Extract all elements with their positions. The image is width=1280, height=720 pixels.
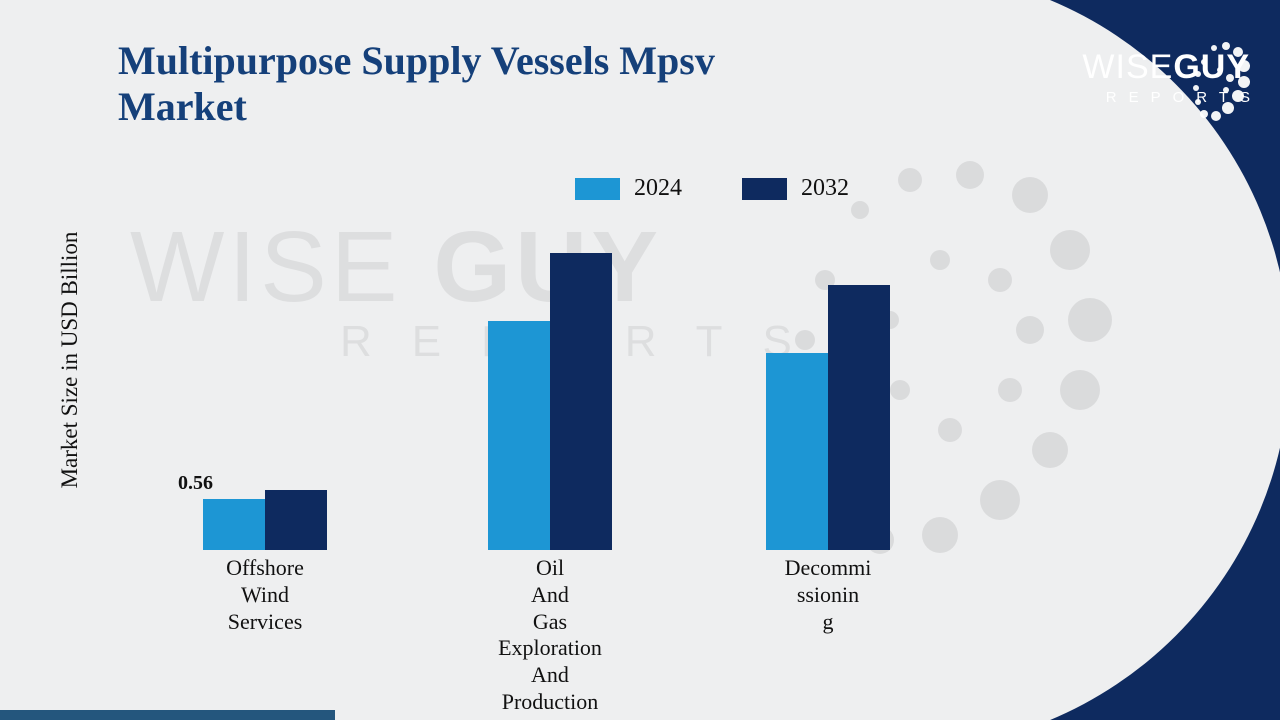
logo-light: WISE [1082, 48, 1173, 86]
brand-logo: WISEGUY REPORTS [1082, 48, 1250, 106]
legend-swatch-2024 [575, 178, 620, 200]
bar-group [766, 285, 890, 550]
legend: 2024 2032 [575, 175, 849, 202]
logo-head-icon [1186, 40, 1252, 130]
bar [828, 285, 890, 550]
chart-title: Multipurpose Supply Vessels Mpsv Market [118, 38, 848, 130]
bar [766, 353, 828, 550]
bar-group [203, 490, 327, 550]
bar [265, 490, 327, 550]
bar [550, 253, 612, 550]
infographic-stage: WISE GUY REPORTS Multipurpose Supply Ves… [0, 0, 1280, 720]
bar-group [488, 253, 612, 550]
x-axis-label: Offshore Wind Services [200, 555, 330, 635]
bottom-accent-bar [0, 710, 335, 720]
bar [488, 321, 550, 550]
x-axis-label: Oil And Gas Exploration And Production [485, 555, 615, 716]
bar [203, 499, 265, 550]
legend-label: 2024 [634, 175, 682, 202]
bar-value-label: 0.56 [178, 472, 213, 495]
legend-swatch-2032 [742, 178, 787, 200]
legend-item-2024: 2024 [575, 175, 682, 202]
bar-chart: 0.56 [135, 230, 915, 550]
y-axis-label: Market Size in USD Billion [57, 232, 83, 489]
x-axis-label: Decommi ssionin g [763, 555, 893, 635]
legend-label: 2032 [801, 175, 849, 202]
legend-item-2032: 2032 [742, 175, 849, 202]
